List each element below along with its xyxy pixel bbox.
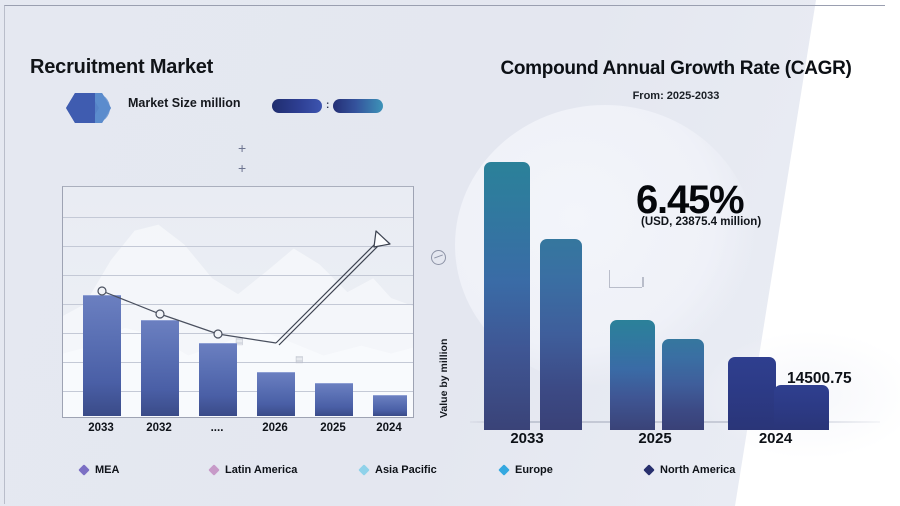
page-title: Recruitment Market (30, 56, 214, 78)
cagr-xlabel-2025: 2025 (638, 430, 672, 447)
growth-arrow (275, 230, 391, 346)
cagr-data-label: 14500.75 (787, 370, 852, 387)
header-pill-separator: : (326, 100, 330, 111)
cagr-usd-note: (USD, 23875.4 million) (641, 216, 762, 228)
cagr-title: Compound Annual Growth Rate (CAGR) (500, 58, 852, 79)
gridline (63, 362, 413, 363)
cagr-bar-2033-primary (484, 162, 530, 430)
header-pill-primary (272, 99, 322, 113)
left-chart-x-axis: 2033 2032 .... 2026 2025 2024 (62, 422, 414, 442)
bracket-decoration (609, 270, 644, 288)
plus-icon-upper: + (238, 140, 247, 156)
xlabel-ellipsis: .... (210, 422, 224, 434)
legend-item-asia-pacific[interactable]: Asia Pacific (358, 464, 500, 476)
circle-minus-icon (431, 250, 446, 265)
bar-2032 (141, 320, 179, 416)
xlabel-2024: 2024 (376, 422, 402, 434)
legend-label: Europe (515, 464, 553, 476)
market-logo-icon (66, 93, 111, 123)
xlabel-2026: 2026 (262, 422, 288, 434)
trend-overlay (97, 230, 391, 346)
bar-2025 (315, 383, 353, 416)
cagr-chart (462, 150, 882, 430)
bar-2024 (373, 395, 407, 416)
gridline (63, 391, 413, 392)
bar-ellipsis (199, 343, 237, 416)
right-axis-label: Value by million (438, 338, 450, 418)
cagr-bar-2025-secondary (662, 339, 704, 430)
header-pill-secondary (333, 99, 384, 113)
gridline (63, 275, 413, 276)
xlabel-2033: 2033 (88, 422, 114, 434)
legend-label: North America (660, 464, 736, 476)
legend-item-europe[interactable]: Europe (498, 464, 645, 476)
faint-glyph-a: ▤ (235, 336, 244, 346)
cagr-bar-2024-secondary (774, 385, 829, 430)
legend-label: MEA (95, 464, 120, 476)
legend-marker-icon (78, 464, 90, 476)
legend-item-mea[interactable]: MEA (78, 464, 210, 476)
cagr-bar-2025-primary (610, 320, 655, 430)
bar-2033 (83, 295, 121, 416)
xlabel-2032: 2032 (146, 422, 172, 434)
bar-2026 (257, 372, 295, 416)
header-pill-group: : (272, 99, 384, 113)
legend-label: Latin America (225, 464, 298, 476)
legend-label: Asia Pacific (375, 464, 437, 476)
market-size-label: Market Size million (128, 96, 241, 110)
xlabel-2025: 2025 (320, 422, 346, 434)
legend-item-north-america[interactable]: North America (643, 464, 736, 476)
cagr-xlabel-2024: 2024 (758, 430, 793, 447)
legend-item-latin-america[interactable]: Latin America (208, 464, 360, 476)
gridline (63, 217, 413, 218)
gridline (63, 333, 413, 334)
cagr-period: From: 2025-2033 (632, 90, 720, 102)
legend-marker-icon (643, 464, 655, 476)
cagr-bar-2033-secondary (540, 239, 582, 430)
faint-glyph-b: ▤ (295, 354, 304, 364)
cagr-percentage: 6.45% (636, 178, 745, 222)
cagr-bar-2024-primary (728, 357, 776, 430)
chart-legend: MEA Latin America Asia Pacific Europe No… (78, 464, 736, 476)
plus-icon-lower: + (238, 160, 247, 176)
legend-marker-icon (498, 464, 510, 476)
cagr-xlabel-2033: 2033 (510, 430, 544, 447)
gridline (63, 246, 413, 247)
market-size-chart: ▤ ▤ (62, 186, 414, 418)
legend-marker-icon (358, 464, 370, 476)
legend-marker-icon (208, 464, 220, 476)
gridline (63, 304, 413, 305)
